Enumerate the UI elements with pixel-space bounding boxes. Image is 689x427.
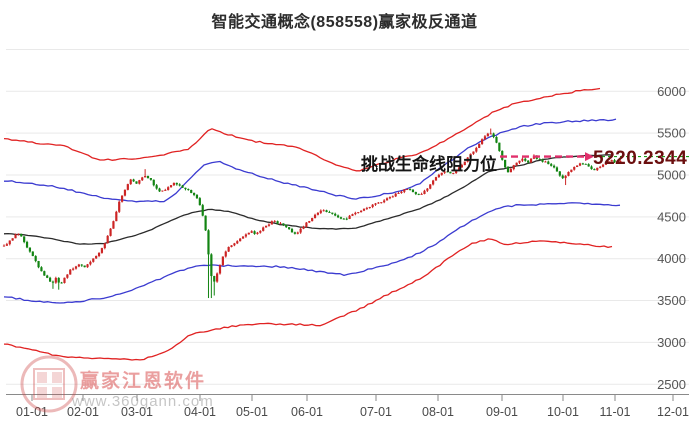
svg-text:6000: 6000 — [657, 84, 686, 99]
watermark-stamp — [20, 355, 78, 413]
svg-text:5500: 5500 — [657, 126, 686, 141]
resistance-value: 5220.2344 — [593, 148, 688, 169]
channel-line-lower-red — [3, 238, 613, 361]
gridlines — [6, 48, 689, 385]
svg-text:06-01: 06-01 — [291, 405, 323, 419]
svg-text:08-01: 08-01 — [422, 405, 454, 419]
y-axis-labels: 6000 5500 5000 4500 4000 3500 3000 2500 — [657, 84, 686, 392]
svg-text:3000: 3000 — [657, 335, 686, 350]
svg-text:10-01: 10-01 — [547, 405, 579, 419]
channel-line-lower-blue — [3, 202, 621, 304]
svg-text:5000: 5000 — [657, 168, 686, 183]
channel-line-upper-red — [3, 87, 601, 172]
svg-text:12-01: 12-01 — [657, 405, 689, 419]
channel-line-middle-black — [3, 154, 613, 245]
x-axis: 01-01 02-01 03-01 04-01 05-01 06-01 07-01 08-01… — [6, 394, 689, 419]
svg-text:4500: 4500 — [657, 209, 686, 224]
svg-text:05-01: 05-01 — [236, 405, 268, 419]
svg-text:4000: 4000 — [657, 251, 686, 266]
svg-text:2500: 2500 — [657, 377, 686, 392]
svg-text:07-01: 07-01 — [360, 405, 392, 419]
svg-text:11-01: 11-01 — [599, 405, 630, 419]
watermark-url: www.360gann.com — [72, 393, 214, 410]
svg-text:01-01: 01-01 — [16, 405, 48, 419]
svg-text:03-01: 03-01 — [121, 405, 153, 419]
annotation-resistance-label: 挑战生命线阻力位 — [361, 155, 497, 174]
svg-text:02-01: 02-01 — [67, 405, 99, 419]
svg-text:3500: 3500 — [657, 293, 686, 308]
chart-title: 智能交通概念(858558)赢家极反通道 — [211, 14, 478, 31]
resistance-arrow — [500, 152, 594, 162]
watermark-brand: 赢家江恩软件 — [80, 371, 207, 392]
candles — [2, 128, 622, 299]
svg-text:04-01: 04-01 — [184, 405, 216, 419]
svg-text:09-01: 09-01 — [486, 405, 518, 419]
channel-line-upper-blue — [4, 118, 617, 203]
